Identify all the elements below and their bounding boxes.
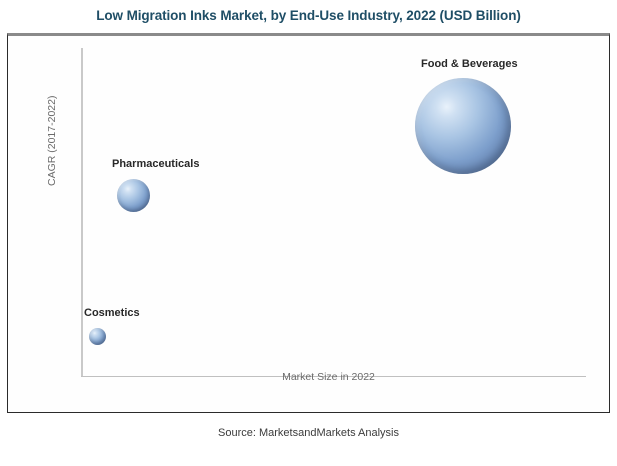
plot-area [81,48,586,377]
chart-title: Low Migration Inks Market, by End-Use In… [96,8,521,23]
x-axis-label: Market Size in 2022 [282,371,375,383]
bubble-label-pharmaceuticals: Pharmaceuticals [112,158,200,170]
bubble-label-cosmetics: Cosmetics [84,307,140,319]
bubble-pharmaceuticals[interactable] [117,179,150,212]
chart-frame: CAGR (2017-2022) Food & Beverages Pharma… [7,33,610,413]
y-axis-label: CAGR (2017-2022) [46,95,58,186]
y-axis-line [81,48,83,377]
bubble-cosmetics[interactable] [89,328,106,345]
bubble-food-beverages[interactable] [415,78,511,174]
x-axis-line [81,375,586,377]
source-note: Source: MarketsandMarkets Analysis [218,427,399,439]
bubble-label-food-beverages: Food & Beverages [421,58,518,70]
